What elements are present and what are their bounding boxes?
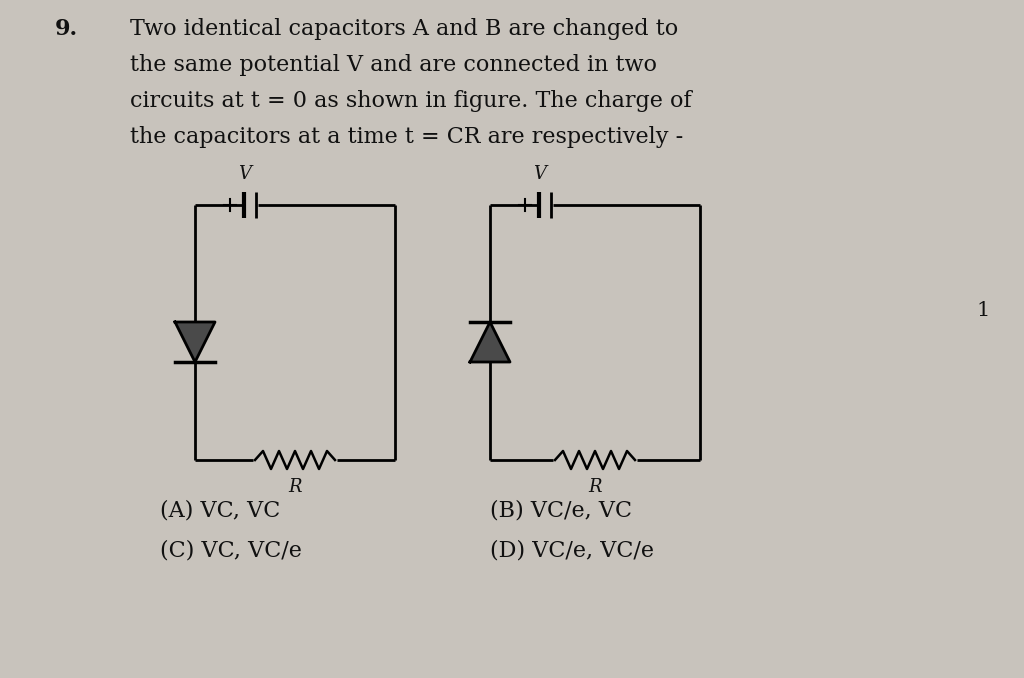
- Polygon shape: [470, 322, 510, 362]
- Text: V: V: [534, 165, 547, 183]
- Text: R: R: [588, 478, 602, 496]
- Text: R: R: [288, 478, 302, 496]
- Text: (D) VC/e, VC/e: (D) VC/e, VC/e: [490, 540, 654, 562]
- Text: the same potential V and are connected in two: the same potential V and are connected i…: [130, 54, 657, 76]
- Text: (C) VC, VC/e: (C) VC, VC/e: [160, 540, 302, 562]
- Text: circuits at t = 0 as shown in figure. The charge of: circuits at t = 0 as shown in figure. Th…: [130, 90, 691, 112]
- Text: 1: 1: [977, 300, 990, 319]
- Text: V: V: [239, 165, 252, 183]
- Text: Two identical capacitors A and B are changed to: Two identical capacitors A and B are cha…: [130, 18, 678, 40]
- Text: (A) VC, VC: (A) VC, VC: [160, 500, 281, 522]
- Text: 9.: 9.: [55, 18, 78, 40]
- Text: (B) VC/e, VC: (B) VC/e, VC: [490, 500, 632, 522]
- Polygon shape: [175, 322, 215, 362]
- Text: the capacitors at a time t = CR are respectively -: the capacitors at a time t = CR are resp…: [130, 126, 683, 148]
